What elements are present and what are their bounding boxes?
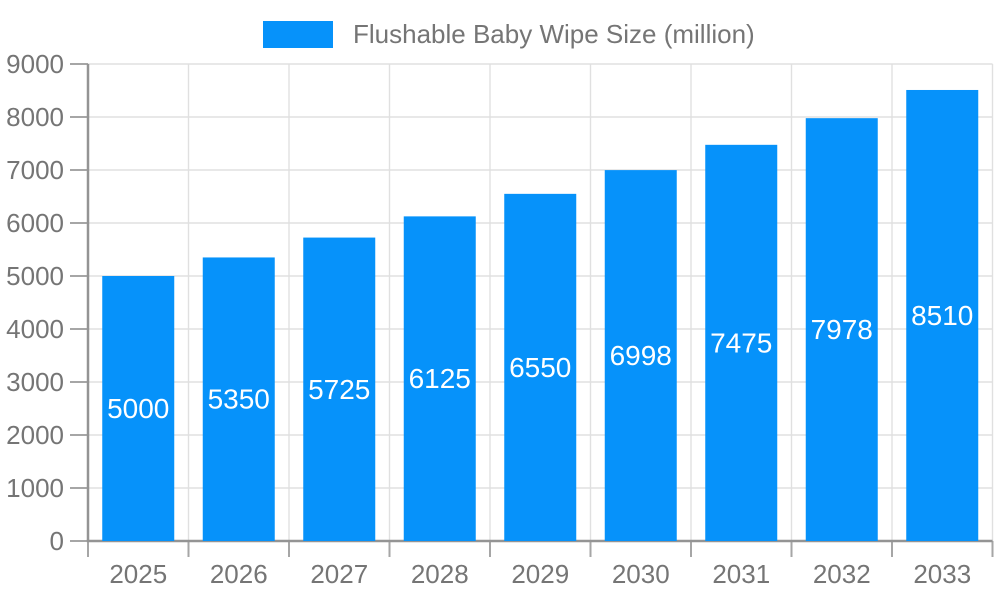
y-axis-tick-label: 6000 [6, 208, 64, 238]
x-axis-label: 2027 [310, 559, 368, 589]
y-axis-tick-label: 0 [50, 526, 64, 556]
x-axis-label: 2030 [612, 559, 670, 589]
x-axis-label: 2028 [411, 559, 469, 589]
bar-value-label: 6125 [409, 363, 471, 394]
y-axis-tick-label: 3000 [6, 367, 64, 397]
bar-2025[interactable] [102, 276, 175, 541]
y-axis-tick-label: 1000 [6, 473, 64, 503]
y-axis-tick-label: 7000 [6, 155, 64, 185]
bar-value-label: 5000 [107, 393, 169, 424]
bar-2030[interactable] [604, 170, 677, 541]
bar-value-label: 5350 [208, 384, 270, 415]
bar-value-label: 8510 [911, 300, 973, 331]
legend-item[interactable]: Flushable Baby Wipe Size (million) [263, 19, 755, 50]
x-axis-label: 2025 [109, 559, 167, 589]
bar-2033[interactable] [906, 89, 979, 541]
x-axis-label: 2031 [712, 559, 770, 589]
bar-2026[interactable] [202, 257, 275, 541]
bar-2032[interactable] [805, 118, 878, 541]
bar-value-label: 7475 [710, 327, 772, 358]
bar-2027[interactable] [303, 237, 376, 541]
y-axis-tick-label: 8000 [6, 102, 64, 132]
bar-value-label: 5725 [308, 374, 370, 405]
bar-value-label: 6550 [509, 352, 571, 383]
y-axis-tick-label: 9000 [6, 49, 64, 79]
bar-value-label: 7978 [811, 314, 873, 345]
x-axis-label: 2033 [913, 559, 971, 589]
x-axis-label: 2029 [511, 559, 569, 589]
x-axis-label: 2032 [813, 559, 871, 589]
y-axis-tick-label: 4000 [6, 314, 64, 344]
x-axis-label: 2026 [210, 559, 268, 589]
bar-2031[interactable] [705, 144, 778, 541]
bar-2028[interactable] [403, 216, 476, 541]
legend-swatch [263, 21, 333, 48]
legend-label: Flushable Baby Wipe Size (million) [353, 19, 755, 49]
y-axis-tick-label: 5000 [6, 261, 64, 291]
y-axis-tick-label: 2000 [6, 420, 64, 450]
bar-2029[interactable] [504, 193, 577, 541]
bar-value-label: 6998 [610, 340, 672, 371]
